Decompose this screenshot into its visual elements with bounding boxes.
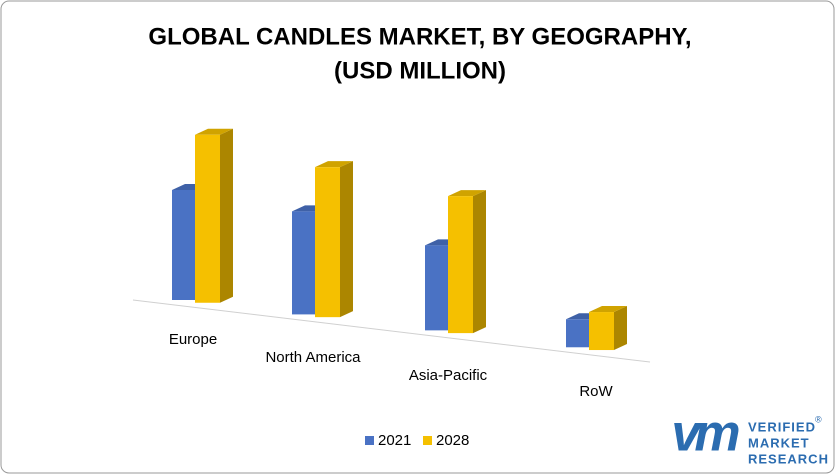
bar-top — [448, 190, 486, 197]
chart-title: GLOBAL CANDLES MARKET, BY GEOGRAPHY, — [148, 23, 691, 50]
legend-swatch — [365, 436, 374, 445]
bar — [172, 190, 197, 300]
bar-side — [614, 306, 627, 351]
chart-subtitle: (USD MILLION) — [334, 57, 506, 84]
bar — [589, 312, 614, 351]
bar — [448, 196, 473, 334]
legend-label: 2028 — [436, 432, 469, 449]
logo-registered: ® — [815, 414, 822, 424]
bar — [425, 245, 450, 331]
x-tick-label: North America — [265, 349, 361, 366]
legend-swatch — [423, 436, 432, 445]
logo: vm VERIFIED MARKET RESEARCH ® — [671, 405, 829, 467]
x-tick-label: Asia-Pacific — [409, 367, 488, 384]
bar — [195, 134, 220, 303]
bar-side — [220, 128, 233, 303]
bar-top — [195, 128, 233, 135]
bar-side — [473, 190, 486, 334]
legend-label: 2021 — [378, 432, 411, 449]
logo-line: VERIFIED — [748, 419, 816, 434]
bar-side — [340, 161, 353, 318]
floor-line — [132, 299, 651, 363]
bar-top — [589, 306, 627, 313]
x-tick-label: RoW — [579, 383, 613, 400]
bar-top — [315, 161, 353, 168]
x-tick-label: Europe — [169, 331, 217, 348]
logo-line: MARKET — [748, 435, 810, 450]
bar — [292, 211, 317, 315]
bar — [566, 319, 591, 348]
logo-mark: vm — [671, 405, 739, 463]
bar — [315, 167, 340, 318]
logo-line: RESEARCH — [748, 451, 829, 466]
